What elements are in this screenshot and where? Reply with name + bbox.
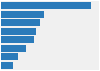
Bar (1, 53, 18, 60)
Bar (1, 62, 13, 69)
Bar (1, 45, 26, 52)
Bar (1, 28, 36, 35)
Bar (1, 2, 91, 9)
Bar (1, 11, 44, 18)
Bar (1, 19, 40, 26)
Bar (1, 36, 34, 43)
